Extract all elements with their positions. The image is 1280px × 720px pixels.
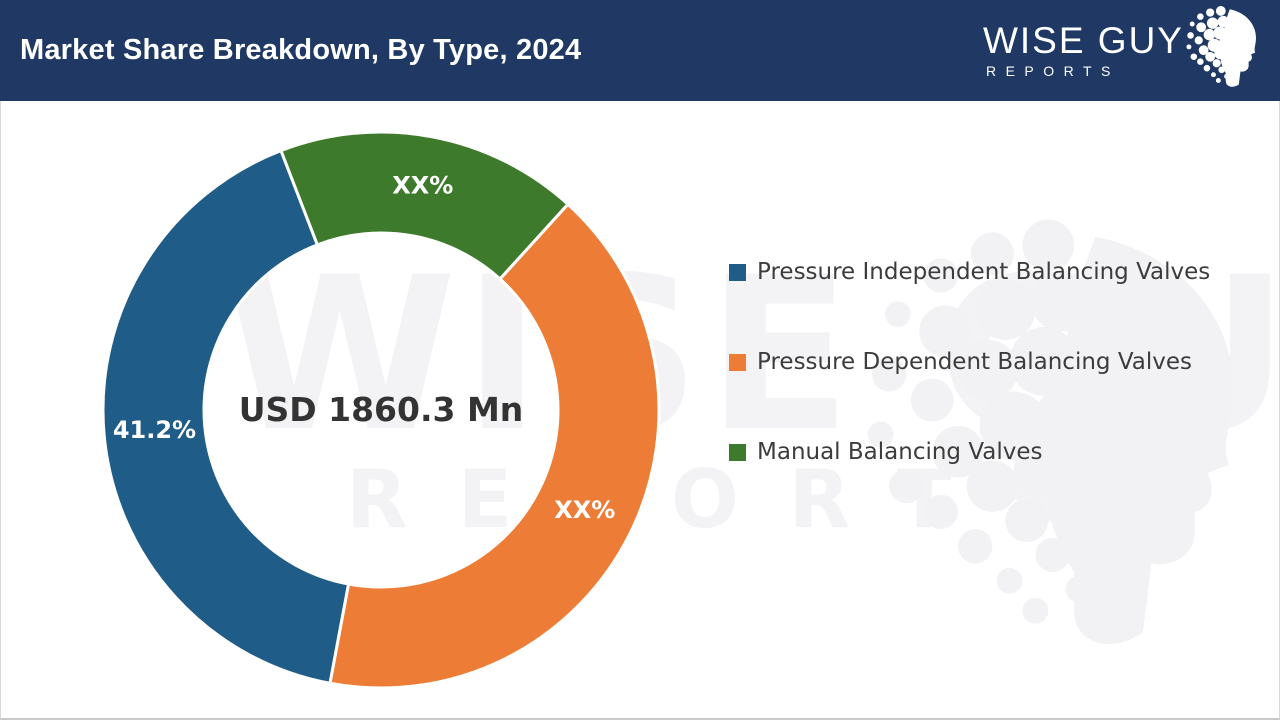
donut-segment-manual xyxy=(278,130,571,282)
legend-swatch-icon xyxy=(729,443,746,461)
face-logo-icon xyxy=(1186,5,1256,87)
donut-segment-dependent xyxy=(328,202,661,690)
brand-subtitle: REPORTS xyxy=(985,63,1120,79)
legend-item-independent: Pressure Independent Balancing Valves xyxy=(729,257,1210,287)
legend: Pressure Independent Balancing Valves Pre… xyxy=(729,257,1210,527)
donut-chart: XX% XX% 41.2% xyxy=(101,130,661,690)
brand-name: WISE GUY xyxy=(982,20,1184,61)
brand-logo: WISE GUY REPORTS xyxy=(983,5,1262,96)
legend-label: Pressure Dependent Balancing Valves xyxy=(757,349,1193,375)
donut-segment-independent xyxy=(101,148,351,686)
chart-area: WISE GUY REPORTS XX%XX%41.2% USD 1860.3 … xyxy=(0,101,1280,720)
watermark-face-icon xyxy=(867,219,1234,645)
legend-item-manual: Manual Balancing Valves xyxy=(729,437,1210,467)
page-title: Market Share Breakdown, By Type, 2024 xyxy=(20,34,582,66)
brand-wordmark: WISE GUY REPORTS xyxy=(983,22,1184,79)
legend-label: Manual Balancing Valves xyxy=(757,439,1043,465)
header-bar: Market Share Breakdown, By Type, 2024 WI… xyxy=(0,0,1280,101)
center-value: USD 1860.3 Mn xyxy=(238,390,524,429)
slice-label-dependent: XX% xyxy=(554,496,615,524)
legend-swatch-icon xyxy=(729,263,746,281)
legend-swatch-icon xyxy=(729,353,746,371)
slice-label-manual: XX% xyxy=(392,171,453,199)
slice-label-independent: 41.2% xyxy=(113,416,196,444)
legend-label: Pressure Independent Balancing Valves xyxy=(757,259,1211,285)
legend-item-dependent: Pressure Dependent Balancing Valves xyxy=(729,347,1210,377)
